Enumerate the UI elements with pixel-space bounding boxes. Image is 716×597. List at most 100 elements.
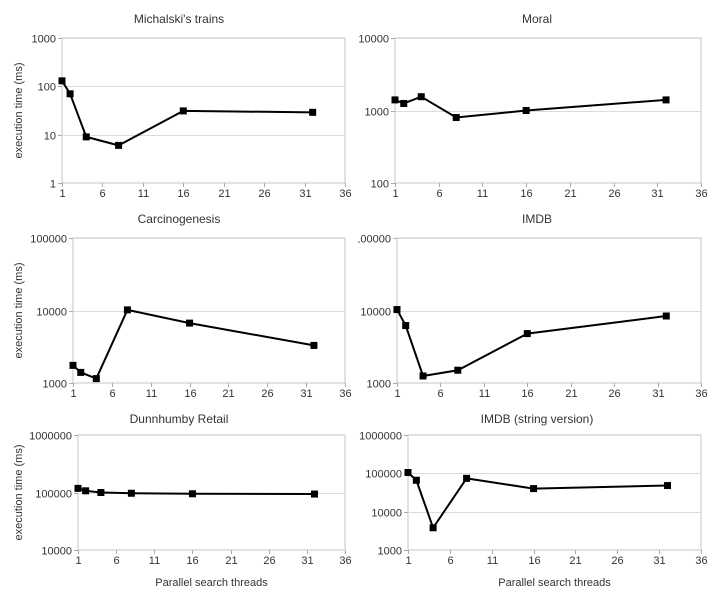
svg-text:100000: 100000 <box>365 469 402 481</box>
svg-text:11: 11 <box>138 188 149 200</box>
data-point-marker <box>310 490 318 498</box>
series-line <box>407 471 668 530</box>
svg-text:1: 1 <box>59 188 65 200</box>
chart-imdb-string-version: IMDB (string version) 1000 10000 100000 100… <box>358 400 716 597</box>
svg-text:1000000: 1000000 <box>29 431 72 443</box>
svg-text:100: 100 <box>371 179 389 191</box>
x-axis-label: Parallel search threads <box>155 577 268 589</box>
svg-text:36: 36 <box>695 555 707 567</box>
svg-text:1: 1 <box>50 179 56 191</box>
svg-text:31: 31 <box>653 555 665 567</box>
chart-title: IMDB (string version) <box>480 412 594 426</box>
svg-text:16: 16 <box>177 188 189 200</box>
data-point-marker <box>179 107 187 115</box>
svg-text:21: 21 <box>225 555 237 567</box>
svg-text:26: 26 <box>611 555 623 567</box>
svg-text:1: 1 <box>75 555 81 567</box>
data-point-marker <box>66 90 74 98</box>
series-line <box>396 309 667 378</box>
data-point-marker <box>454 366 462 374</box>
data-point-marker <box>123 306 131 314</box>
svg-text:26: 26 <box>261 388 273 400</box>
chart-michalski-trains: Michalski's trains 1 10 100 1000 1 6 11 16 21 26 3… <box>0 0 358 200</box>
data-point-marker <box>74 484 82 492</box>
y-axis-label: execution time (ms) <box>13 445 25 541</box>
svg-text:11: 11 <box>479 388 490 400</box>
svg-text:1000: 1000 <box>378 546 402 558</box>
svg-text:6: 6 <box>99 188 105 200</box>
data-point-marker <box>69 361 77 369</box>
data-point-marker <box>77 368 85 376</box>
svg-text:10000: 10000 <box>360 307 391 319</box>
svg-text:1000: 1000 <box>43 379 67 391</box>
svg-text:11: 11 <box>149 555 160 567</box>
svg-text:36: 36 <box>695 188 707 200</box>
svg-text:16: 16 <box>184 388 196 400</box>
data-point-marker <box>127 489 135 497</box>
svg-text:36: 36 <box>339 388 351 400</box>
data-point-marker <box>310 341 318 349</box>
series-line <box>77 487 315 496</box>
data-point-marker <box>391 96 399 104</box>
svg-text:36: 36 <box>695 388 707 400</box>
svg-text:10000: 10000 <box>358 34 389 46</box>
data-point-marker <box>393 306 401 314</box>
svg-text:6: 6 <box>109 388 115 400</box>
data-point-marker <box>402 322 410 330</box>
svg-text:100: 100 <box>38 82 56 94</box>
svg-text:1000: 1000 <box>32 34 56 46</box>
svg-text:10000: 10000 <box>36 307 67 319</box>
svg-text:6: 6 <box>436 188 442 200</box>
data-point-marker <box>82 133 90 141</box>
svg-text:1000000: 1000000 <box>359 431 402 443</box>
svg-text:31: 31 <box>299 188 311 200</box>
svg-text:1000: 1000 <box>365 107 389 119</box>
data-point-marker <box>463 474 471 482</box>
data-point-marker <box>309 108 317 116</box>
data-point-marker <box>404 469 412 477</box>
chart-dunnhumby-retail: Dunnhumby Retail 10000 100000 1000000 1 6 11 1… <box>0 400 358 597</box>
series-line <box>72 308 315 380</box>
chart-title: Moral <box>521 12 552 26</box>
svg-text:6: 6 <box>113 555 119 567</box>
svg-text:21: 21 <box>564 188 576 200</box>
data-point-marker <box>662 312 670 320</box>
svg-text:21: 21 <box>565 388 577 400</box>
svg-text:6: 6 <box>437 388 443 400</box>
y-axis-label: execution time (ms) <box>13 263 25 359</box>
data-point-marker <box>97 489 105 496</box>
svg-text:1000: 1000 <box>367 379 391 391</box>
svg-text:11: 11 <box>487 555 498 567</box>
svg-text:31: 31 <box>651 188 663 200</box>
svg-text:16: 16 <box>186 555 198 567</box>
chart-title: IMDB <box>522 212 552 226</box>
chart-carcinogenesis: Carcinogenesis 1000 10000 100000 1 6 11 16 21 26… <box>0 200 358 400</box>
svg-text:26: 26 <box>258 188 270 200</box>
data-point-marker <box>419 372 427 380</box>
svg-text:100000: 100000 <box>358 234 391 246</box>
svg-text:1: 1 <box>405 555 411 567</box>
svg-text:16: 16 <box>528 555 540 567</box>
svg-text:1: 1 <box>392 188 398 200</box>
svg-text:11: 11 <box>477 188 488 200</box>
data-point-marker <box>523 330 531 338</box>
svg-text:1: 1 <box>70 388 76 400</box>
series-line <box>394 95 667 119</box>
data-point-marker <box>58 77 66 85</box>
x-axis-label: Parallel search threads <box>498 577 611 589</box>
svg-text:31: 31 <box>300 388 312 400</box>
data-point-marker <box>417 93 425 101</box>
data-point-marker <box>522 107 530 114</box>
svg-text:16: 16 <box>520 188 532 200</box>
svg-text:26: 26 <box>608 388 620 400</box>
svg-text:6: 6 <box>447 555 453 567</box>
data-point-marker <box>92 375 100 383</box>
svg-text:36: 36 <box>339 188 351 200</box>
svg-text:26: 26 <box>608 188 620 200</box>
